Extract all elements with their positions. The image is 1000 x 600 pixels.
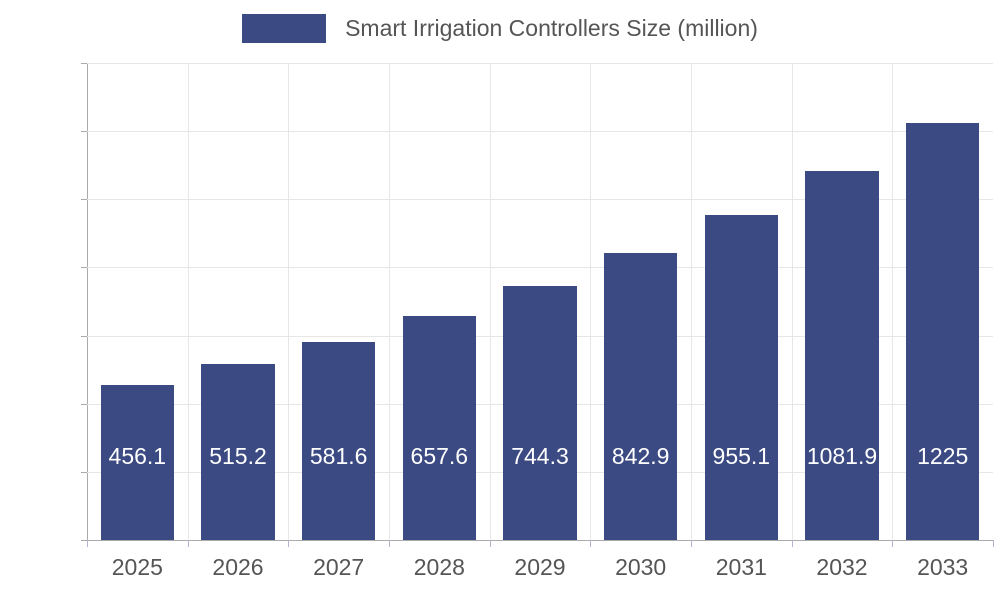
bar-value-label: 657.6 bbox=[410, 443, 469, 469]
x-axis-tick-label: 2030 bbox=[615, 554, 667, 580]
bar-value-label: 955.1 bbox=[712, 443, 771, 469]
gridline-vertical bbox=[288, 63, 290, 540]
chart-legend: Smart Irrigation Controllers Size (milli… bbox=[0, 0, 1000, 56]
x-axis-tick-label: 2032 bbox=[816, 554, 868, 580]
gridline-horizontal bbox=[87, 63, 993, 64]
x-axis-tick-mark bbox=[791, 540, 793, 547]
gridline-vertical bbox=[489, 63, 491, 540]
bar-value-label: 744.3 bbox=[511, 443, 569, 469]
bar[interactable]: 1225 bbox=[905, 122, 980, 540]
x-axis-tick-mark bbox=[993, 540, 994, 547]
y-axis-line bbox=[87, 63, 88, 540]
bar-value-label: 1081.9 bbox=[806, 443, 878, 469]
gridline-horizontal bbox=[87, 199, 993, 201]
gridline-vertical bbox=[691, 63, 692, 540]
gridline-vertical bbox=[590, 63, 592, 540]
y-axis-tick-mark bbox=[81, 199, 87, 201]
y-axis-tick-mark bbox=[81, 403, 87, 405]
x-axis-tick-mark bbox=[691, 540, 692, 547]
y-axis-tick-mark bbox=[81, 131, 87, 133]
x-axis-tick-label: 2028 bbox=[413, 554, 465, 580]
x-axis-tick-label: 2027 bbox=[313, 554, 365, 580]
bar[interactable]: 842.9 bbox=[603, 252, 678, 540]
y-axis-tick-mark bbox=[81, 63, 87, 64]
x-axis-tick-label: 2025 bbox=[111, 554, 163, 580]
bar[interactable]: 1081.9 bbox=[805, 171, 879, 540]
y-axis-tick-mark bbox=[81, 471, 87, 473]
x-axis-tick-mark bbox=[187, 540, 189, 547]
gridline-vertical bbox=[389, 63, 390, 540]
gridline-horizontal bbox=[87, 267, 993, 269]
x-axis-tick-label: 2026 bbox=[212, 554, 264, 580]
gridline-horizontal bbox=[87, 131, 993, 133]
x-axis-tick-label: 2029 bbox=[514, 554, 566, 580]
x-axis-tick-label: 2031 bbox=[715, 554, 767, 580]
gridline-vertical bbox=[892, 63, 894, 540]
bar[interactable]: 744.3 bbox=[503, 286, 577, 540]
bar[interactable]: 515.2 bbox=[201, 364, 275, 540]
x-axis-tick-mark bbox=[489, 540, 491, 547]
bar[interactable]: 581.6 bbox=[301, 341, 376, 540]
x-axis-tick-mark bbox=[892, 540, 894, 547]
bar[interactable]: 657.6 bbox=[402, 315, 477, 540]
x-axis-line bbox=[87, 540, 993, 541]
gridline-vertical bbox=[791, 63, 793, 540]
bar-value-label: 515.2 bbox=[209, 443, 267, 469]
legend-item-label: Smart Irrigation Controllers Size (milli… bbox=[345, 14, 758, 41]
legend-item-smart-irrigation-controllers-size[interactable]: Smart Irrigation Controllers Size (milli… bbox=[242, 13, 758, 43]
bar-value-label: 1225 bbox=[917, 443, 969, 469]
y-axis-tick-mark bbox=[81, 267, 87, 269]
bar-value-label: 456.1 bbox=[108, 443, 167, 469]
bar[interactable]: 955.1 bbox=[704, 214, 779, 540]
x-axis-tick-label: 2033 bbox=[917, 554, 969, 580]
legend-color-swatch-icon bbox=[242, 13, 327, 43]
gridline-vertical bbox=[187, 63, 189, 540]
x-axis-tick-mark bbox=[590, 540, 592, 547]
plot-area: 456.1 515.2 581.6 657.6 744.3 842.9 955.1 1081.… bbox=[87, 63, 993, 540]
bar[interactable]: 456.1 bbox=[100, 384, 175, 540]
y-axis-tick-mark bbox=[81, 335, 87, 337]
bar-value-label: 842.9 bbox=[611, 443, 670, 469]
x-axis-tick-mark bbox=[389, 540, 390, 547]
x-axis-tick-mark bbox=[288, 540, 290, 547]
bar-value-label: 581.6 bbox=[309, 443, 368, 469]
y-axis-tick-mark bbox=[81, 540, 87, 541]
x-axis-tick-mark bbox=[87, 540, 88, 547]
